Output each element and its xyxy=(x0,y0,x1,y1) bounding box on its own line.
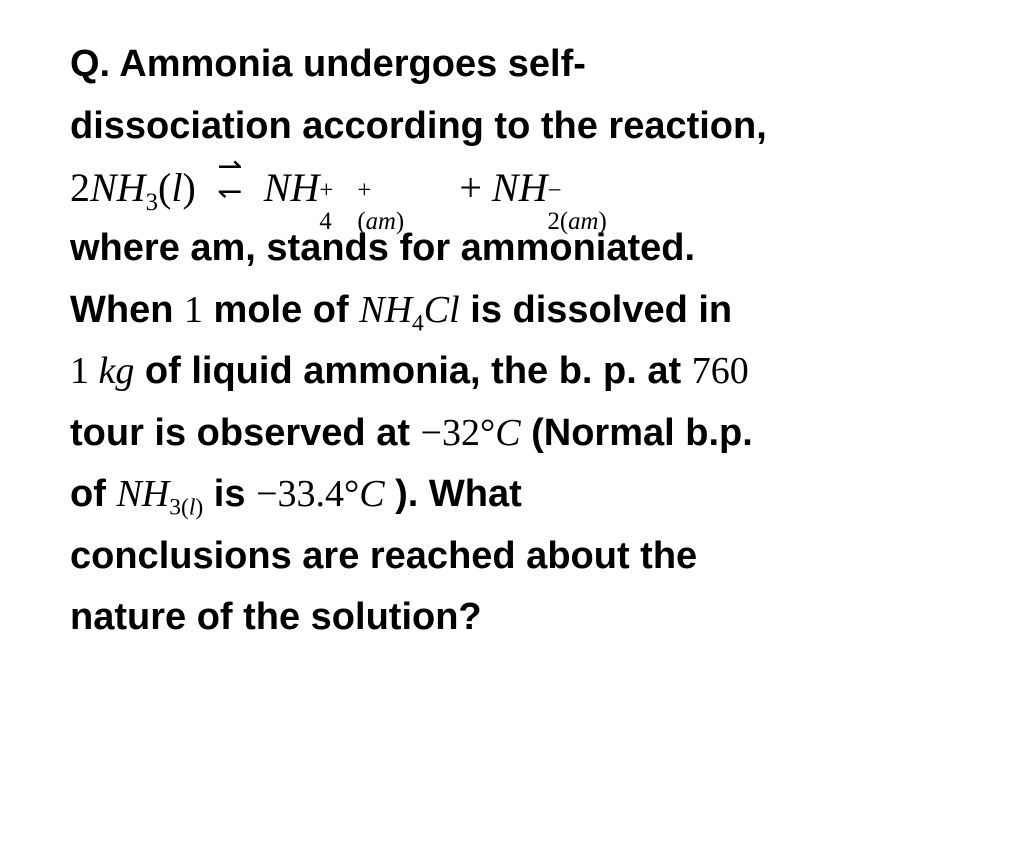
equilibrium-arrows: ⇀↽ xyxy=(206,163,254,203)
t5c: is dissolved in xyxy=(460,289,732,331)
line-8: of NH3(l) is −33.4°C ). What xyxy=(70,464,984,526)
one: 1 xyxy=(184,289,203,331)
line-10: nature of the solution? xyxy=(70,587,984,649)
question-body: Q. Ammonia undergoes self- dissociation … xyxy=(0,0,1024,689)
lp1: ( xyxy=(158,165,171,210)
rp1: ) xyxy=(182,165,195,210)
equation-line: 2NH3(l) ⇀↽ NH+4 +(am) + NH−2(am) xyxy=(70,163,984,212)
line-5: When 1 mole of NH4Cl is dissolved in xyxy=(70,280,984,342)
deg1: ° xyxy=(480,412,495,454)
neg334: −33.4 xyxy=(256,473,344,515)
deg2: ° xyxy=(344,473,359,515)
line-6: 1 kg of liquid ammonia, the b. p. at 760 xyxy=(70,341,984,403)
t9: conclusions are reached about the xyxy=(70,535,697,577)
t6b: of liquid ammonia, the b. p. at xyxy=(134,350,691,392)
sub3-1: 3 xyxy=(146,189,158,216)
t5b: mole of xyxy=(203,289,359,331)
nh3l-3: 3(l) xyxy=(169,495,203,521)
nh-2: NH xyxy=(264,165,320,210)
neg32: −32 xyxy=(421,412,480,454)
line-7: tour is observed at −32°C (Normal b.p. xyxy=(70,403,984,465)
q-prefix: Q. xyxy=(70,43,119,85)
nh4cl-4: 4 xyxy=(412,310,424,336)
line-2: dissociation according to the reaction, xyxy=(70,96,984,158)
t1: Ammonia undergoes self- xyxy=(119,43,586,85)
nh-1: NH xyxy=(90,165,146,210)
c1: C xyxy=(495,412,520,454)
t5a: When xyxy=(70,289,184,331)
line-1: Q. Ammonia undergoes self- xyxy=(70,34,984,96)
plus-mid: + xyxy=(449,165,492,210)
t8c: ). What xyxy=(385,473,522,515)
t2: dissociation according to the reaction, xyxy=(70,105,767,147)
nh3l-nh: NH xyxy=(116,473,169,515)
t7b: (Normal b.p. xyxy=(521,412,753,454)
kg: kg xyxy=(99,350,135,392)
nh4cl-nh: NH xyxy=(359,289,412,331)
t7a: tour is observed at xyxy=(70,412,421,454)
t8a: of xyxy=(70,473,116,515)
nh4cl-cl: Cl xyxy=(424,289,460,331)
one-kg-1: 1 xyxy=(70,350,89,392)
v760: 760 xyxy=(692,350,749,392)
line-4: where am, stands for ammoniated. xyxy=(70,218,984,280)
t8b: is xyxy=(203,473,256,515)
c2: C xyxy=(359,473,384,515)
l1: l xyxy=(171,165,182,210)
nh-3: NH xyxy=(492,165,548,210)
t10: nature of the solution? xyxy=(70,596,482,638)
line-9: conclusions are reached about the xyxy=(70,526,984,588)
coef-2: 2 xyxy=(70,165,90,210)
